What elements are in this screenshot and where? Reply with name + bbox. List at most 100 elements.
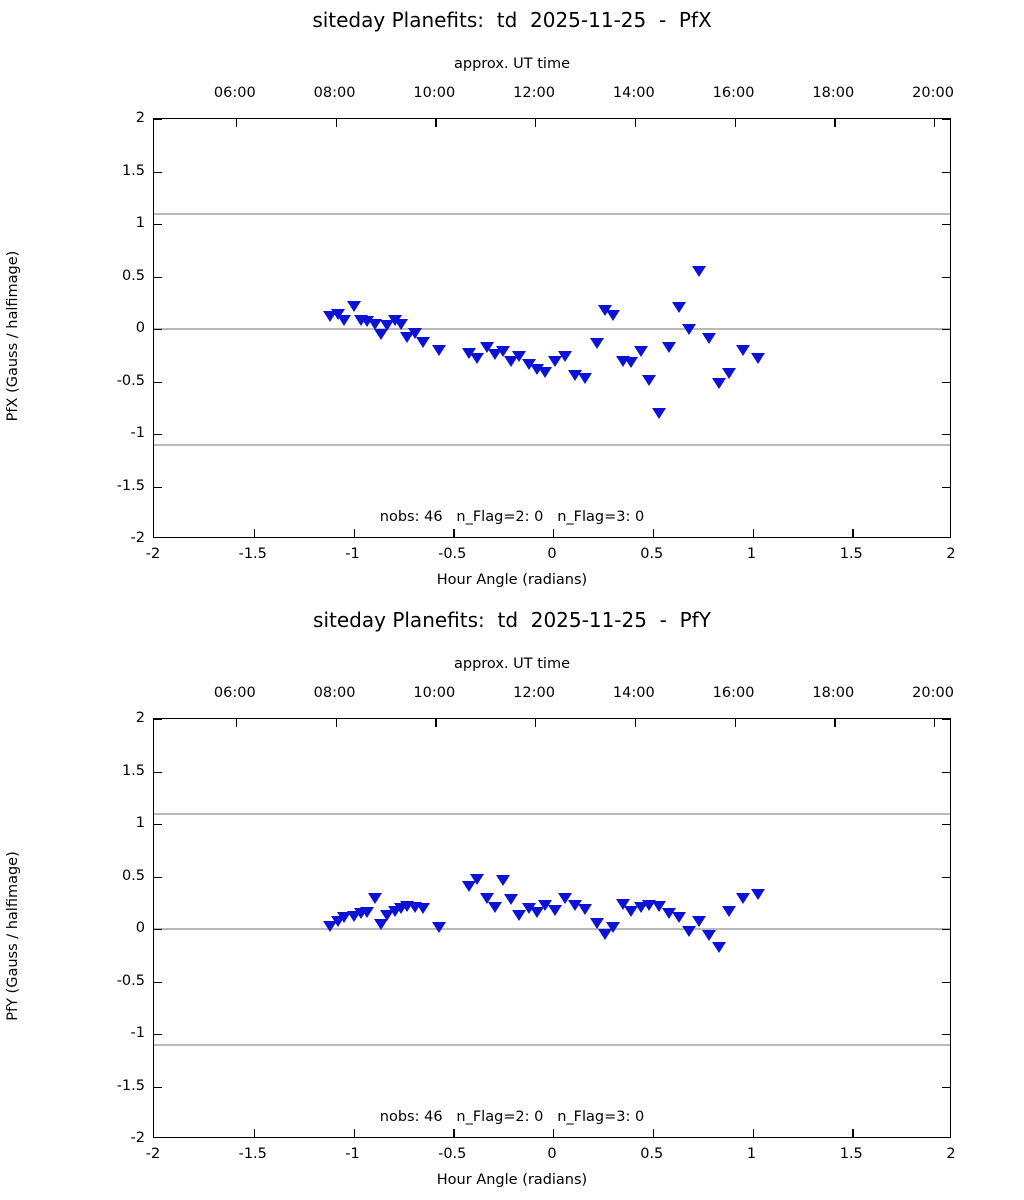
y-axis-tick-label-pfy-4: 0 — [135, 920, 145, 936]
page-title-pfy: siteday Planefits: td 2025-11-25 - PfY — [313, 608, 711, 632]
data-point-marker — [530, 907, 545, 919]
y-axis-tick-label-pfx-7: 1.5 — [121, 162, 145, 179]
y-tick-right-pfx-1 — [942, 486, 950, 488]
top-axis-tick-label-pfy-0: 06:00 — [213, 685, 256, 701]
x-axis-tick-label-pfy-5: 0.5 — [640, 1146, 664, 1162]
y-axis-tick-label-pfx-8: 2 — [135, 110, 145, 126]
x-axis-tick-label-pfx-8: 2 — [946, 546, 956, 562]
chart-panel-pfy: siteday Planefits: td 2025-11-25 - PfY a… — [0, 600, 1024, 1200]
y-tick-right-pfx-7 — [942, 171, 950, 173]
x-tick-bottom-pfy-4 — [553, 1129, 555, 1137]
x-tick-top-pfx-3 — [535, 119, 537, 127]
data-point-marker — [470, 873, 485, 885]
data-point-marker — [623, 906, 638, 918]
y-tick-left-pfx-4 — [154, 329, 162, 331]
data-point-marker — [641, 899, 656, 911]
y-tick-left-pfy-4 — [154, 929, 162, 931]
y-tick-left-pfx-7 — [154, 171, 162, 173]
data-point-marker — [671, 912, 686, 924]
top-axis-tick-label-pfx-7: 20:00 — [912, 85, 954, 101]
y-tick-right-pfy-5 — [942, 876, 950, 878]
data-point-marker — [432, 921, 447, 933]
y-axis-tick-label-pfx-5: 0.5 — [121, 267, 145, 284]
x-tick-bottom-pfx-6 — [752, 529, 754, 537]
data-point-marker — [615, 355, 630, 367]
data-point-marker — [671, 301, 686, 313]
data-point-marker — [394, 318, 409, 330]
x-tick-top-pfx-7 — [934, 119, 936, 127]
top-axis-tick-label-pfy-1: 08:00 — [313, 685, 356, 701]
x-tick-bottom-pfx-1 — [253, 529, 256, 537]
x-axis-tick-label-pfy-3: -0.5 — [438, 1146, 467, 1162]
data-point-marker — [368, 318, 383, 330]
x-axis-tick-label-pfx-2: -1 — [345, 546, 360, 562]
data-point-marker — [691, 915, 706, 927]
data-point-marker — [416, 903, 431, 914]
top-axis-tick-label-pfx-2: 10:00 — [413, 85, 456, 101]
x-tick-top-pfx-0 — [235, 119, 238, 127]
y-tick-left-pfx-6 — [154, 224, 162, 226]
y-tick-right-pfx-6 — [942, 224, 950, 226]
data-point-marker — [432, 345, 447, 356]
stats-annotation-pfx: nobs: 46 n_Flag=2: 0 n_Flag=3: 0 — [379, 509, 645, 525]
data-point-marker — [470, 353, 485, 365]
top-axis-tick-label-pfy-7: 20:00 — [912, 685, 954, 701]
x-tick-top-pfx-6 — [834, 119, 836, 127]
data-point-marker — [641, 375, 656, 387]
y-axis-tick-label-pfy-2: -1 — [130, 1025, 145, 1041]
top-axis-tick-label-pfx-1: 08:00 — [313, 85, 356, 101]
y-tick-left-pfy-3 — [154, 981, 162, 983]
top-axis-tick-label-pfy-3: 12:00 — [513, 685, 555, 701]
plot-canvas-pfy — [154, 719, 950, 1137]
x-axis-tick-label-pfy-7: 1.5 — [839, 1146, 863, 1162]
plot-canvas-pfx — [154, 119, 950, 537]
x-axis-tick-label-pfx-3: -0.5 — [438, 546, 467, 562]
data-point-marker — [488, 349, 503, 361]
y-tick-right-pfx-4 — [942, 329, 950, 331]
y-axis-tick-label-pfy-1: -1.5 — [116, 1077, 145, 1094]
data-point-marker — [711, 941, 726, 953]
x-tick-top-pfy-7 — [934, 719, 936, 727]
data-point-marker — [522, 358, 537, 370]
y-axis-tick-label-pfy-0: -2 — [130, 1130, 145, 1146]
data-point-marker — [480, 341, 495, 353]
data-point-marker — [735, 345, 750, 356]
data-point-marker — [512, 351, 527, 363]
data-point-marker — [681, 324, 696, 335]
data-point-marker — [751, 889, 766, 901]
y-axis-tick-label-pfy-5: 0.5 — [121, 867, 145, 884]
data-point-marker — [567, 370, 582, 382]
y-tick-right-pfy-1 — [942, 1086, 950, 1088]
data-point-marker — [512, 910, 527, 922]
y-tick-left-pfy-6 — [154, 824, 162, 826]
data-point-marker — [374, 329, 389, 341]
y-tick-right-pfy-4 — [942, 929, 950, 931]
data-point-marker — [530, 363, 545, 375]
data-point-marker — [691, 266, 706, 278]
top-axis-tick-label-pfy-5: 16:00 — [712, 685, 755, 701]
discard-threshold-line-pfx-2 — [154, 443, 950, 446]
data-point-marker — [633, 346, 648, 358]
y-axis-tick-label-pfy-8: 2 — [135, 710, 145, 726]
x-axis-tick-label-pfy-0: -2 — [145, 1146, 161, 1162]
x-tick-top-pfx-2 — [435, 119, 437, 127]
data-point-marker — [488, 901, 503, 913]
data-point-marker — [408, 901, 423, 913]
data-point-marker — [360, 315, 375, 327]
top-axis-title-pfx: approx. UT time — [454, 56, 570, 72]
zero-line-pfy-1 — [154, 928, 950, 930]
y-tick-left-pfx-5 — [154, 276, 162, 278]
y-axis-tick-label-pfx-2: -1 — [130, 425, 145, 441]
top-axis-tick-label-pfx-4: 14:00 — [612, 85, 655, 101]
x-tick-top-pfy-4 — [634, 719, 637, 727]
data-point-marker — [336, 912, 351, 924]
plot-area-pfx — [153, 118, 951, 538]
y-tick-right-pfy-8 — [942, 719, 950, 721]
discard-threshold-line-pfy-0 — [154, 812, 950, 815]
y-axis-title-pfy: PfY (Gauss / halfimage) — [5, 851, 21, 1021]
stats-annotation-pfy: nobs: 46 n_Flag=2: 0 n_Flag=3: 0 — [379, 1109, 645, 1125]
page-title-pfx: siteday Planefits: td 2025-11-25 - PfX — [312, 8, 712, 32]
data-point-marker — [605, 921, 620, 933]
y-axis-tick-label-pfx-0: -2 — [130, 530, 145, 546]
